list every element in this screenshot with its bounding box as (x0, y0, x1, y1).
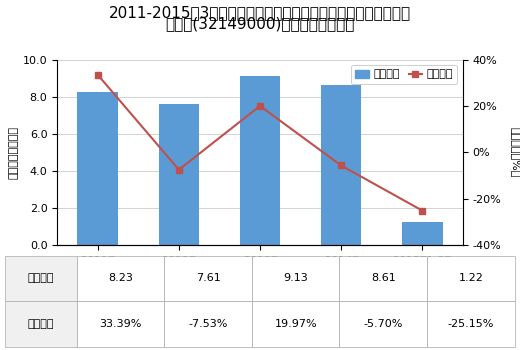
Bar (159, 104, 199, 245)
Legend: 出口数量, 同比增长: 出口数量, 同比增长 (351, 65, 457, 84)
Bar (321, 85, 361, 245)
Bar (402, 222, 443, 245)
Text: 2011-2015年3月非耐火涂面制剂（涂门面、内墙、地板、天花板: 2011-2015年3月非耐火涂面制剂（涂门面、内墙、地板、天花板 (109, 5, 411, 20)
Y-axis label: 同比增长（%）: 同比增长（%） (511, 127, 520, 177)
Bar (77, 92, 118, 245)
Text: 等用）(32149000)出口量及增速统计: 等用）(32149000)出口量及增速统计 (165, 16, 355, 31)
Bar (240, 76, 280, 245)
Y-axis label: 出口数量（万吨）: 出口数量（万吨） (9, 126, 19, 179)
